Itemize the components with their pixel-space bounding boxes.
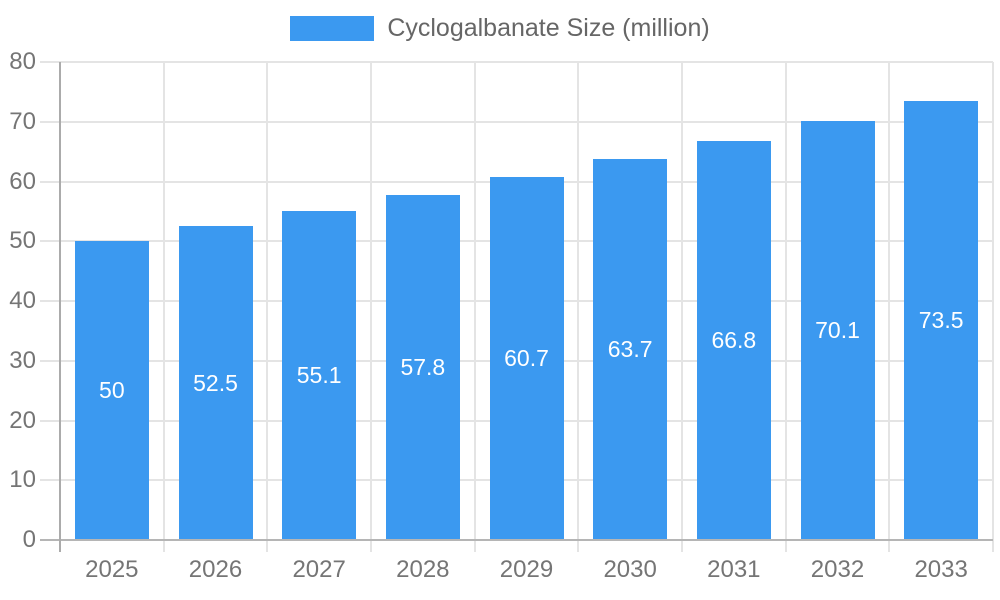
y-tick-label: 60 [9, 167, 36, 195]
x-tick-label: 2029 [499, 556, 554, 583]
bar[interactable]: 60.7 [489, 177, 564, 540]
y-tick-label: 10 [9, 466, 36, 494]
bar-value-label: 50 [99, 377, 125, 404]
bar-value-label: 57.8 [400, 353, 446, 380]
x-tick-label: 2027 [292, 556, 346, 583]
bar-value-label: 60.7 [504, 345, 549, 372]
legend-label: Cyclogalbanate Size (million) [387, 14, 710, 42]
y-axis-line [59, 62, 61, 552]
y-tick-label: 50 [9, 227, 36, 255]
y-tick-label: 0 [22, 526, 36, 553]
x-gridline [681, 62, 683, 552]
x-gridline [370, 62, 372, 552]
x-gridline [577, 62, 580, 552]
bar[interactable]: 73.5 [904, 100, 979, 540]
legend[interactable]: Cyclogalbanate Size (million) [0, 14, 1000, 43]
bar-value-label: 52.5 [193, 369, 238, 396]
bar[interactable]: 63.7 [593, 159, 668, 540]
bar-value-label: 70.1 [815, 317, 860, 344]
y-tick-label: 80 [9, 48, 36, 75]
bar-value-label: 55.1 [296, 361, 342, 388]
bar[interactable]: 50 [74, 241, 149, 540]
x-tick-label: 2030 [603, 556, 657, 583]
y-tick-label: 30 [9, 346, 36, 374]
x-tick-label: 2033 [914, 556, 968, 583]
bar-value-label: 63.7 [607, 336, 653, 363]
legend-swatch [290, 16, 375, 41]
bar[interactable]: 66.8 [696, 140, 771, 540]
x-gridline [888, 62, 891, 552]
x-tick-label: 2025 [85, 556, 139, 583]
bar-value-label: 66.8 [711, 326, 757, 353]
x-gridline [784, 62, 787, 552]
bar[interactable]: 55.1 [282, 210, 357, 540]
x-tick-label: 2026 [188, 556, 243, 583]
y-gridline [40, 61, 993, 63]
x-tick-label: 2031 [707, 556, 761, 583]
y-tick-label: 20 [9, 406, 36, 434]
bar[interactable]: 52.5 [178, 226, 253, 540]
x-gridline [473, 62, 476, 552]
bar[interactable]: 57.8 [385, 194, 460, 540]
x-gridline [266, 62, 269, 552]
x-tick-label: 2032 [810, 556, 865, 583]
y-tick-label: 40 [9, 287, 36, 314]
x-axis-line [40, 539, 993, 541]
y-tick-label: 70 [9, 107, 36, 135]
bar[interactable]: 70.1 [800, 121, 875, 540]
x-tick-label: 2028 [396, 556, 450, 583]
bar-value-label: 73.5 [918, 306, 964, 333]
y-gridline [40, 120, 993, 123]
x-gridline [162, 62, 165, 552]
x-gridline [992, 62, 994, 552]
